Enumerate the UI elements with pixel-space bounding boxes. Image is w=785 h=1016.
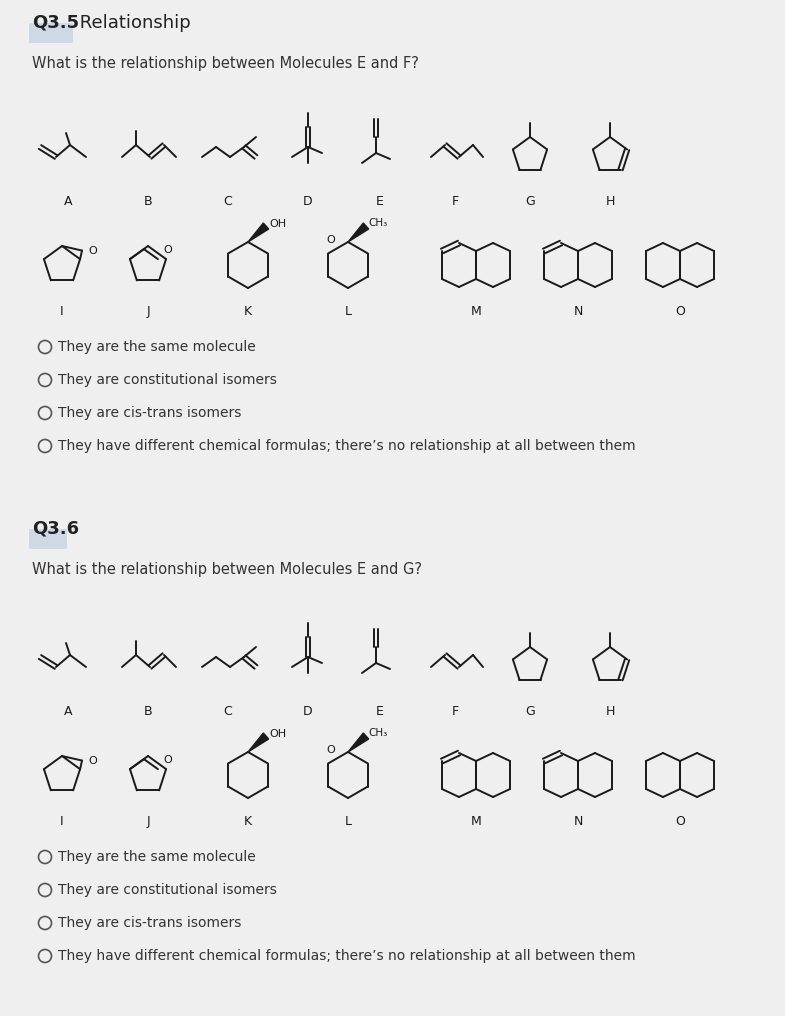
Text: D: D	[303, 195, 312, 208]
Text: O: O	[327, 235, 335, 245]
Text: They are constitutional isomers: They are constitutional isomers	[58, 373, 277, 387]
Text: O: O	[327, 745, 335, 755]
Text: They are cis-trans isomers: They are cis-trans isomers	[58, 916, 241, 930]
Text: N: N	[573, 305, 582, 318]
Text: C: C	[224, 195, 232, 208]
Polygon shape	[348, 223, 369, 242]
Text: A: A	[64, 195, 72, 208]
FancyBboxPatch shape	[29, 529, 67, 549]
Text: F: F	[451, 195, 458, 208]
Text: F: F	[451, 705, 458, 718]
Text: J: J	[146, 305, 150, 318]
Text: H: H	[605, 705, 615, 718]
FancyBboxPatch shape	[29, 23, 73, 43]
Text: D: D	[303, 705, 312, 718]
Text: O: O	[88, 756, 97, 766]
Polygon shape	[248, 223, 268, 242]
Text: B: B	[144, 705, 152, 718]
Text: They have different chemical formulas; there’s no relationship at all between th: They have different chemical formulas; t…	[58, 439, 636, 453]
Text: They are constitutional isomers: They are constitutional isomers	[58, 883, 277, 897]
Text: What is the relationship between Molecules E and G?: What is the relationship between Molecul…	[32, 562, 422, 577]
Text: O: O	[88, 246, 97, 256]
Text: Q3.6: Q3.6	[32, 520, 79, 538]
Text: Q3.5: Q3.5	[32, 14, 79, 31]
Text: M: M	[471, 305, 481, 318]
Text: CH₃: CH₃	[368, 728, 387, 738]
Text: E: E	[376, 705, 384, 718]
Text: O: O	[163, 245, 172, 255]
Text: OH: OH	[269, 219, 286, 229]
Text: L: L	[345, 815, 352, 828]
Text: H: H	[605, 195, 615, 208]
Text: What is the relationship between Molecules E and F?: What is the relationship between Molecul…	[32, 56, 419, 71]
Text: O: O	[675, 815, 685, 828]
Text: O: O	[163, 755, 172, 765]
Text: Relationship: Relationship	[74, 14, 191, 31]
Text: K: K	[244, 305, 252, 318]
Text: A: A	[64, 705, 72, 718]
Text: I: I	[60, 815, 64, 828]
Polygon shape	[248, 733, 268, 752]
Text: M: M	[471, 815, 481, 828]
Text: G: G	[525, 195, 535, 208]
Text: They have different chemical formulas; there’s no relationship at all between th: They have different chemical formulas; t…	[58, 949, 636, 963]
Text: C: C	[224, 705, 232, 718]
Text: N: N	[573, 815, 582, 828]
Text: They are cis-trans isomers: They are cis-trans isomers	[58, 406, 241, 420]
Text: B: B	[144, 195, 152, 208]
Text: E: E	[376, 195, 384, 208]
Text: They are the same molecule: They are the same molecule	[58, 340, 256, 354]
Text: OH: OH	[269, 729, 286, 739]
Text: J: J	[146, 815, 150, 828]
Text: O: O	[675, 305, 685, 318]
Text: G: G	[525, 705, 535, 718]
Text: They are the same molecule: They are the same molecule	[58, 850, 256, 864]
Text: I: I	[60, 305, 64, 318]
Text: CH₃: CH₃	[368, 218, 387, 228]
Polygon shape	[348, 733, 369, 752]
Text: K: K	[244, 815, 252, 828]
Text: L: L	[345, 305, 352, 318]
